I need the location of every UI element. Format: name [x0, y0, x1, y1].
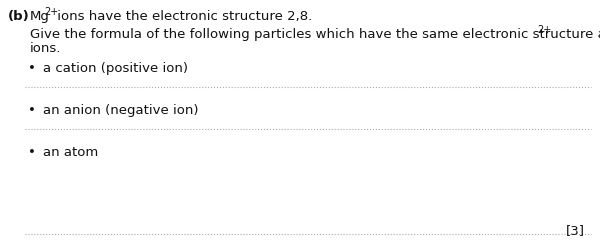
- Text: •: •: [28, 62, 36, 75]
- Text: an anion (negative ion): an anion (negative ion): [43, 104, 199, 116]
- Text: •: •: [28, 104, 36, 116]
- Text: ions have the electronic structure 2,8.: ions have the electronic structure 2,8.: [53, 10, 312, 23]
- Text: •: •: [28, 145, 36, 158]
- Text: a cation (positive ion): a cation (positive ion): [43, 62, 188, 75]
- Text: 2+: 2+: [44, 7, 58, 17]
- Text: an atom: an atom: [43, 145, 98, 158]
- Text: ions.: ions.: [30, 42, 61, 55]
- Text: (b): (b): [8, 10, 30, 23]
- Text: Give the formula of the following particles which have the same electronic struc: Give the formula of the following partic…: [30, 28, 600, 41]
- Text: Mg: Mg: [30, 10, 50, 23]
- Text: 2+: 2+: [537, 25, 551, 35]
- Text: [3]: [3]: [566, 223, 585, 236]
